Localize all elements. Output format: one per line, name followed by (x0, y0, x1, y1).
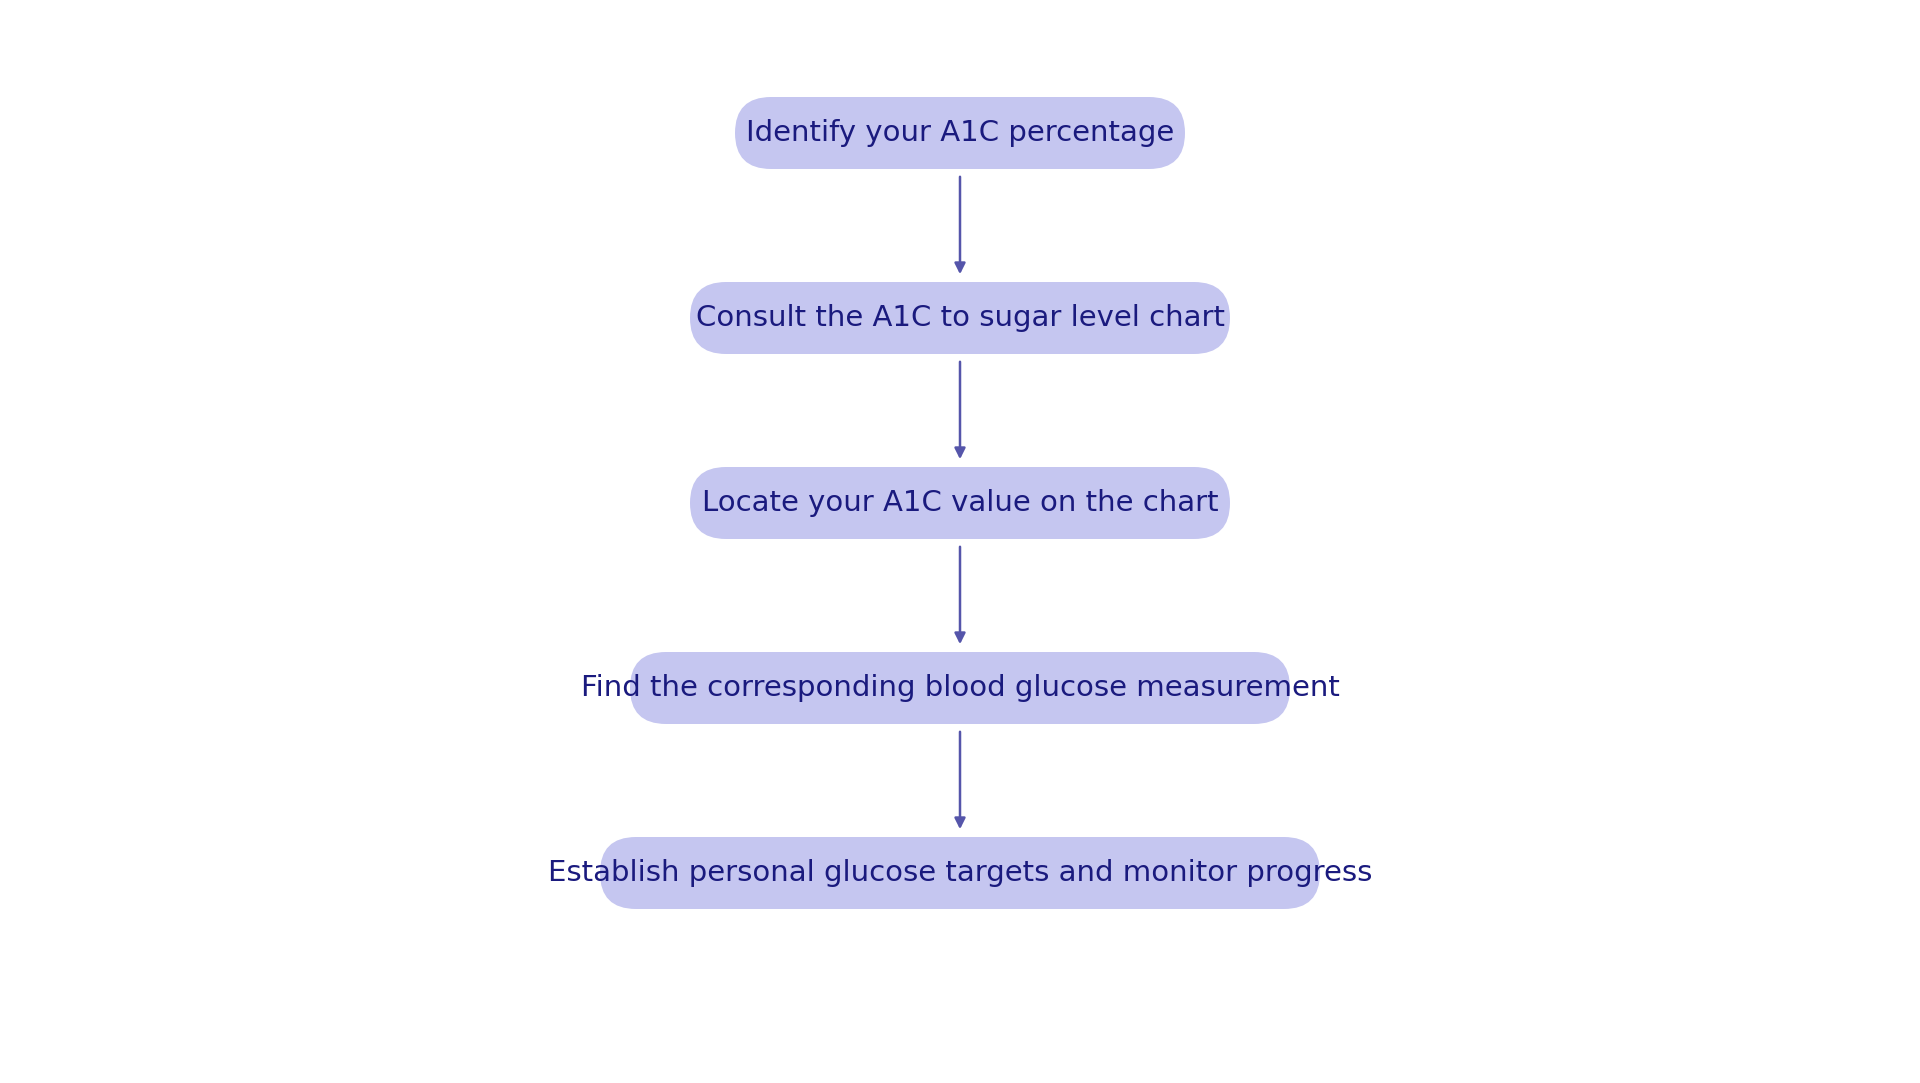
Text: Find the corresponding blood glucose measurement: Find the corresponding blood glucose mea… (580, 674, 1340, 702)
FancyBboxPatch shape (689, 282, 1231, 354)
FancyBboxPatch shape (735, 97, 1185, 169)
Text: Locate your A1C value on the chart: Locate your A1C value on the chart (701, 490, 1219, 517)
FancyBboxPatch shape (630, 652, 1290, 725)
Text: Consult the A1C to sugar level chart: Consult the A1C to sugar level chart (695, 304, 1225, 332)
FancyBboxPatch shape (689, 467, 1231, 539)
FancyBboxPatch shape (599, 837, 1321, 909)
Text: Identify your A1C percentage: Identify your A1C percentage (745, 119, 1175, 147)
Text: Establish personal glucose targets and monitor progress: Establish personal glucose targets and m… (547, 859, 1373, 887)
